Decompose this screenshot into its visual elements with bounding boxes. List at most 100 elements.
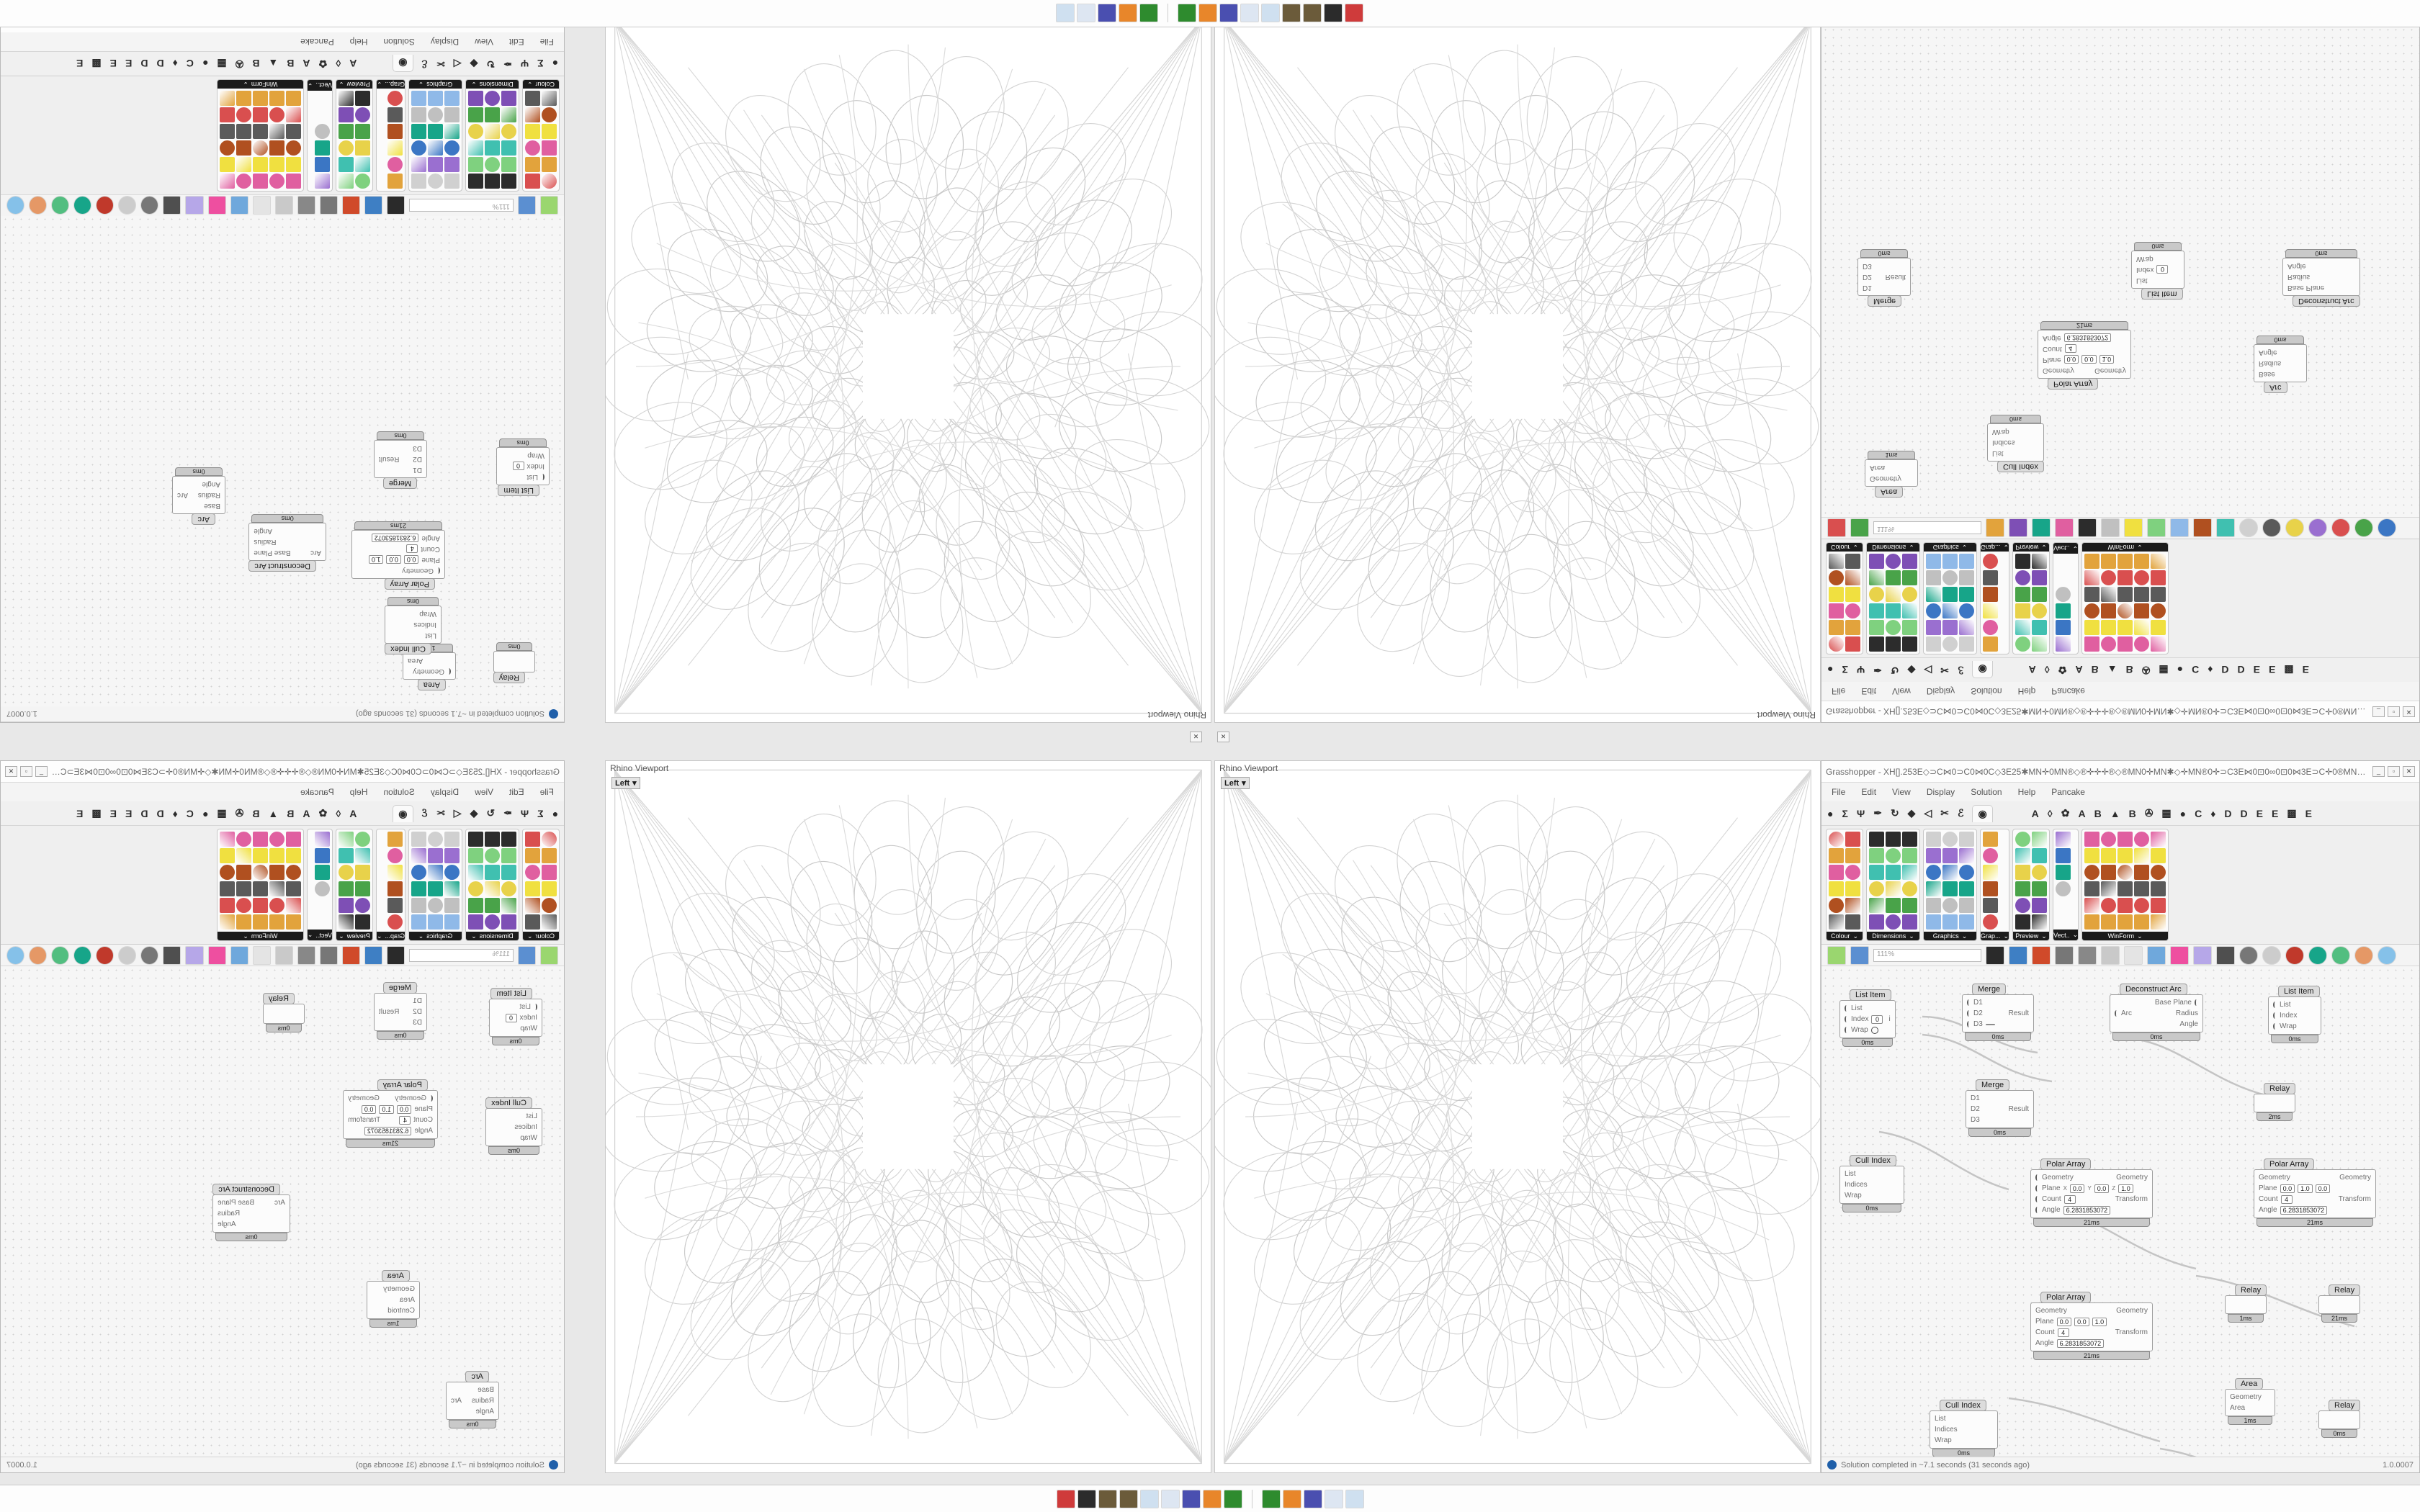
ribbon-tabs[interactable]: ● Σ Ψ ✒ ↻ ◆ ◁ ✂ ℰ ◉ A ◊ ✿ A B ▲ B ✇ ▦ ● xyxy=(1821,801,2419,826)
gh-titlebar[interactable]: Grasshopper - XH[].253E◇⊃C⋈0⊃C0⋈0C◇3E25✱… xyxy=(1,761,564,783)
input-port-geometry[interactable] xyxy=(2035,1174,2039,1181)
node-body[interactable]: Base Plane Radius Angle xyxy=(2282,258,2360,296)
window-buttons[interactable]: _ ▫ ✕ xyxy=(5,766,48,777)
component-icon[interactable] xyxy=(2101,570,2117,585)
menu-solution[interactable]: Solution xyxy=(383,37,415,47)
gh-canvas[interactable]: List Item List Index 0 i Wrap xyxy=(1821,966,2419,1457)
scissors-icon[interactable] xyxy=(163,196,182,215)
component-icon[interactable] xyxy=(2151,914,2166,930)
ribbon-tab-24[interactable]: D xyxy=(140,807,148,819)
component-icon[interactable] xyxy=(1942,570,1958,585)
component-icon[interactable] xyxy=(1902,881,1917,896)
doc-icon[interactable] xyxy=(2124,518,2143,538)
plane-y-field[interactable]: 1.0 xyxy=(2298,1184,2313,1193)
input-port-list[interactable] xyxy=(1845,1005,1848,1012)
ribbon-tab-20[interactable]: ● xyxy=(2177,664,2184,676)
sphere-red-icon[interactable] xyxy=(2285,945,2304,965)
component-icon[interactable] xyxy=(269,898,284,913)
component-icon[interactable] xyxy=(2101,554,2117,569)
component-icon[interactable] xyxy=(219,865,235,880)
component-icon[interactable] xyxy=(1886,636,1901,652)
chevron-down-icon[interactable]: ⌄ xyxy=(418,932,424,940)
node-body[interactable]: List Indices Wrap xyxy=(1987,423,2044,462)
component-icon[interactable] xyxy=(354,107,370,122)
node-body[interactable]: Geometry Geometry Plane 0.0 0.0 1.0 Coun… xyxy=(2030,1302,2153,1351)
ribbon-tab-5[interactable]: ◆ xyxy=(470,58,478,70)
component-icon[interactable] xyxy=(1829,636,1844,652)
component-icon[interactable] xyxy=(1869,554,1884,569)
component-icon[interactable] xyxy=(1886,603,1901,618)
node-cull-index[interactable]: Cull Index List Indices Wrap 0ms xyxy=(1987,415,2044,474)
sphere-red-icon[interactable] xyxy=(2285,518,2304,538)
component-icon[interactable] xyxy=(1926,914,1941,930)
scroll-icon[interactable] xyxy=(1324,1489,1343,1508)
component-icon[interactable] xyxy=(2101,603,2117,618)
node-body[interactable]: D1 D2 Result D3 xyxy=(374,440,427,478)
component-icon[interactable] xyxy=(269,832,284,847)
ribbon-tab-a1[interactable]: A xyxy=(2031,807,2039,819)
chevron-down-icon[interactable]: ⌄ xyxy=(1961,544,1968,552)
open-icon[interactable] xyxy=(539,196,558,215)
floppy-b2-icon[interactable] xyxy=(1219,4,1239,23)
fit-icon[interactable] xyxy=(387,196,405,215)
help-icon[interactable] xyxy=(2170,945,2189,965)
component-icon[interactable] xyxy=(2032,865,2048,880)
input-port-wrap[interactable] xyxy=(1845,1027,1848,1033)
node-list-item[interactable]: List Item List Index 0 Wrap 0ms xyxy=(489,986,542,1045)
ribbon-tab-26[interactable]: E xyxy=(2269,664,2276,676)
save-icon[interactable] xyxy=(1850,518,1869,538)
component-icon[interactable] xyxy=(1983,898,1998,913)
gh-menubar[interactable]: File Edit View Display Solution Help Pan… xyxy=(1821,783,2419,801)
component-icon[interactable] xyxy=(542,91,557,106)
component-icon[interactable] xyxy=(1845,881,1860,896)
component-icon[interactable] xyxy=(1902,898,1917,913)
ribbon-tab-1[interactable]: Σ xyxy=(1842,807,1848,819)
component-icon[interactable] xyxy=(2056,848,2071,863)
ribbon-tab-14[interactable]: A xyxy=(302,807,310,819)
component-icon[interactable] xyxy=(501,914,516,930)
component-icon[interactable] xyxy=(2151,603,2166,618)
sphere-teal-icon[interactable] xyxy=(2308,518,2327,538)
ribbon-tab-28[interactable]: E xyxy=(2302,664,2309,676)
component-icon[interactable] xyxy=(542,881,557,896)
component-icon[interactable] xyxy=(219,157,235,172)
ribbon-tab-19[interactable]: ▦ xyxy=(2159,665,2169,676)
count-field[interactable]: 4 xyxy=(2057,1328,2069,1337)
component-icon[interactable] xyxy=(1869,620,1884,635)
component-icon[interactable] xyxy=(2118,603,2133,618)
window-buttons[interactable]: _ ▫ ✕ xyxy=(2372,766,2415,777)
menu-view[interactable]: View xyxy=(475,37,493,47)
node-merge[interactable]: Merge D1 D2 Result D3 0ms xyxy=(1857,249,1911,308)
ribbon-tab-8[interactable]: ℰ xyxy=(1957,807,1964,819)
at-icon[interactable] xyxy=(2078,518,2097,538)
ribbon-tab-27[interactable]: ▩ xyxy=(2284,665,2294,676)
component-icon[interactable] xyxy=(2101,620,2117,635)
ribbon-tab-15[interactable]: B xyxy=(287,58,295,70)
component-icon[interactable] xyxy=(338,124,354,139)
ribbon-tab-25[interactable]: E xyxy=(125,807,133,819)
component-icon[interactable] xyxy=(501,91,516,106)
component-icon[interactable] xyxy=(2134,570,2150,585)
component-icon[interactable] xyxy=(501,107,516,122)
component-icon[interactable] xyxy=(2118,914,2133,930)
ribbon-tab-23[interactable]: D xyxy=(156,58,164,70)
component-icon[interactable] xyxy=(219,174,235,189)
component-icon[interactable] xyxy=(2134,636,2150,652)
node-body[interactable]: List Indices Wrap xyxy=(385,606,442,644)
component-icon[interactable] xyxy=(411,848,426,863)
plane-y-field[interactable]: 0.0 xyxy=(2081,355,2097,364)
ribbon-tab-a17[interactable]: ▩ xyxy=(2287,807,2297,819)
ribbon-tab-1[interactable]: Σ xyxy=(537,807,544,819)
component-icon[interactable] xyxy=(1886,898,1901,913)
component-icon[interactable] xyxy=(525,848,540,863)
component-icon[interactable] xyxy=(1886,587,1901,602)
component-icon[interactable] xyxy=(269,91,284,106)
palette-group-graphics[interactable]: Graphics ⌄ xyxy=(408,829,462,941)
node-body[interactable]: Geometry Area xyxy=(403,652,456,680)
node-body[interactable]: Geometry Area Centroid xyxy=(367,1281,420,1319)
index-field[interactable]: 0 xyxy=(512,462,524,471)
component-icon[interactable] xyxy=(411,174,426,189)
component-icon[interactable] xyxy=(387,848,403,863)
palette-group-preview[interactable]: Preview ⌄ xyxy=(2012,829,2051,941)
chevron-down-icon[interactable]: ⌄ xyxy=(307,931,313,938)
